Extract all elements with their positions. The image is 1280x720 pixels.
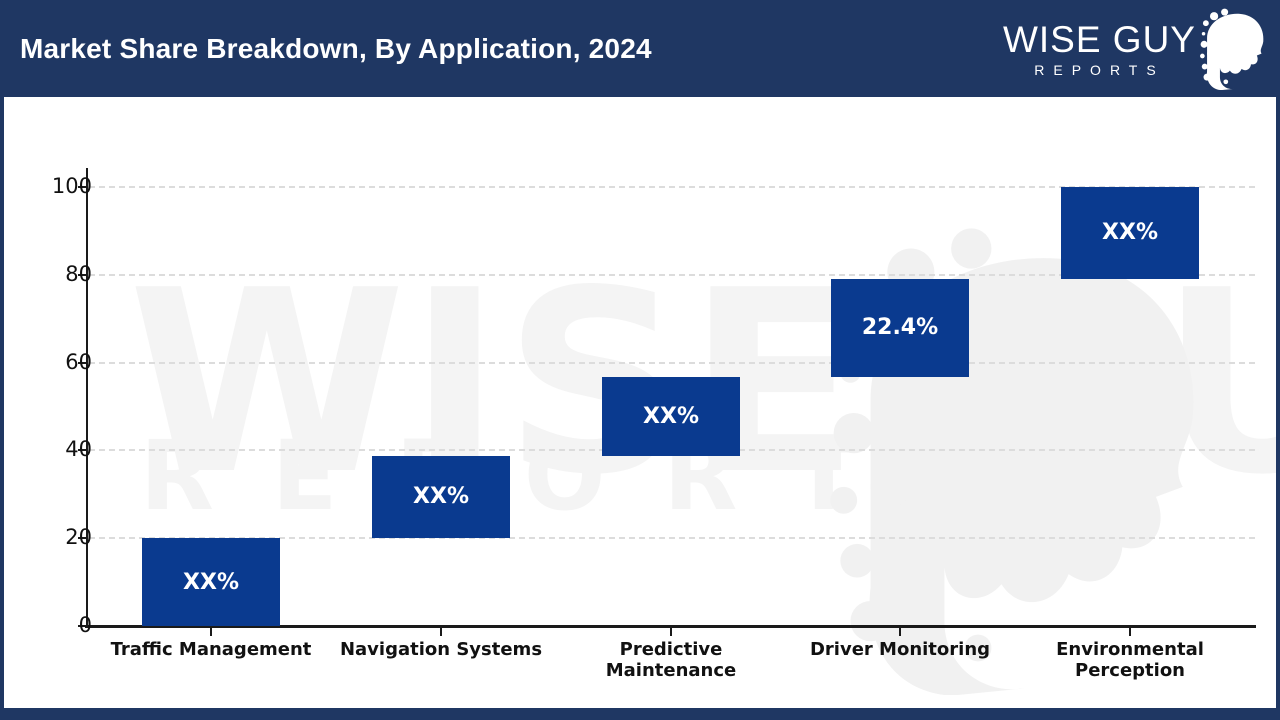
left-border-strip	[0, 0, 4, 720]
gridline-100	[89, 186, 1255, 188]
y-tick-label-0: 0	[78, 613, 92, 637]
x-category-label: Predictive Maintenance	[605, 639, 737, 681]
y-tick-mark-0	[78, 625, 86, 627]
y-tick-label-60: 60	[65, 349, 92, 374]
gridline-20	[89, 537, 1255, 540]
bar-segment: XX%	[1061, 187, 1199, 279]
x-category-label: Environmental Perception	[1056, 639, 1204, 681]
y-axis-line	[86, 168, 88, 628]
bar-value-label: XX%	[413, 484, 469, 510]
chart-title: Market Share Breakdown, By Application, …	[20, 32, 652, 64]
y-tick-mark-100	[78, 186, 86, 188]
logo-reports-text: REPORTS	[1034, 61, 1165, 78]
y-tick-mark-40	[78, 449, 86, 452]
y-tick-mark-60	[78, 361, 86, 364]
x-category-label: Driver Monitoring	[809, 639, 991, 660]
bar-value-label: XX%	[643, 403, 699, 429]
bar-segment: 22.4%	[831, 278, 969, 378]
footer-bar	[0, 708, 1280, 720]
y-tick-label-40: 40	[65, 437, 92, 462]
header-banner: Market Share Breakdown, By Application, …	[0, 0, 1280, 97]
x-tick-mark	[440, 628, 442, 636]
y-tick-label-20: 20	[65, 525, 92, 550]
logo-face-icon	[1200, 8, 1264, 90]
bar-segment: XX%	[602, 377, 740, 456]
y-tick-label-80: 80	[65, 261, 92, 286]
bar-segment: XX%	[372, 455, 510, 539]
x-tick-mark	[670, 628, 672, 636]
x-axis-line	[85, 625, 1256, 628]
bar-value-label: XX%	[1102, 220, 1158, 246]
logo-wise-guy-text: WISE GUY	[1002, 18, 1196, 60]
x-category-label: Navigation Systems	[339, 639, 543, 660]
gridline-80	[89, 273, 1255, 276]
bar-value-label: XX%	[183, 569, 239, 595]
x-tick-mark	[210, 628, 212, 636]
x-tick-mark	[1129, 628, 1131, 636]
bar-segment: XX%	[142, 538, 280, 626]
gridline-60	[89, 361, 1255, 364]
wise-guy-reports-logo: WISE GUY REPORTS	[1003, 8, 1280, 90]
y-tick-mark-20	[78, 537, 86, 540]
right-border-strip	[1276, 0, 1280, 720]
bar-value-label: 22.4%	[861, 315, 939, 341]
y-tick-mark-80	[78, 273, 86, 276]
x-tick-mark	[899, 628, 901, 636]
x-category-label: Traffic Management	[110, 639, 312, 660]
y-tick-label-100: 100	[51, 174, 92, 198]
